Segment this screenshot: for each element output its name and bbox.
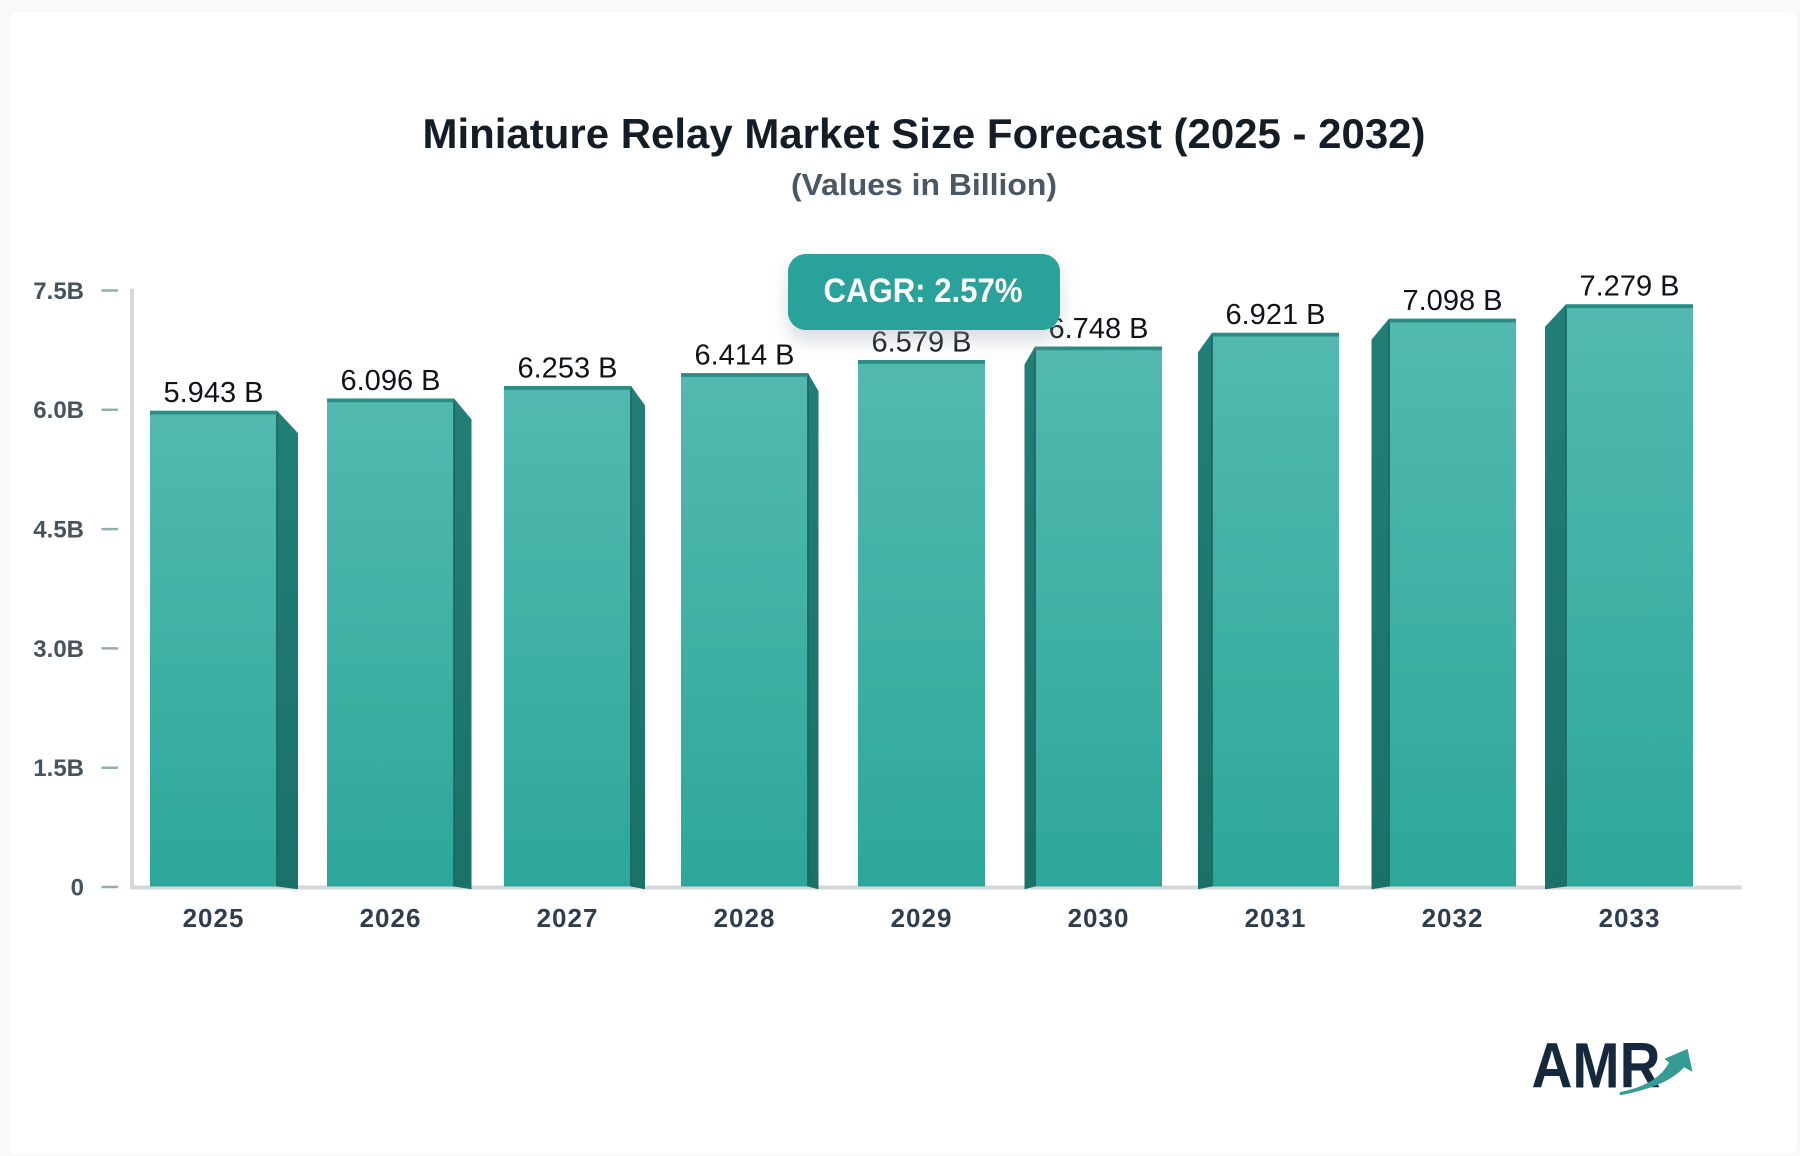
svg-text:2030: 2030 [1068, 903, 1130, 933]
svg-text:7.098 B: 7.098 B [1403, 285, 1503, 317]
svg-text:7.5B: 7.5B [33, 278, 84, 305]
svg-text:4.5B: 4.5B [33, 517, 84, 544]
svg-text:2028: 2028 [714, 903, 776, 933]
svg-text:2027: 2027 [537, 903, 599, 933]
svg-text:0: 0 [71, 874, 84, 901]
svg-text:2029: 2029 [891, 903, 953, 933]
svg-text:6.414 B: 6.414 B [695, 340, 795, 372]
svg-text:6.921 B: 6.921 B [1226, 299, 1326, 331]
svg-text:AMR: AMR [1532, 1030, 1661, 1102]
svg-text:6.0B: 6.0B [33, 397, 84, 424]
svg-text:(Values in Billion): (Values in Billion) [791, 167, 1057, 202]
svg-text:2032: 2032 [1422, 903, 1484, 933]
svg-text:2033: 2033 [1599, 903, 1661, 933]
svg-text:CAGR: 2.57%: CAGR: 2.57% [824, 272, 1023, 310]
svg-text:2025: 2025 [183, 903, 245, 933]
svg-text:Miniature Relay Market Size Fo: Miniature Relay Market Size Forecast (20… [423, 110, 1426, 157]
svg-text:5.943 B: 5.943 B [164, 377, 264, 409]
svg-text:2031: 2031 [1245, 903, 1307, 933]
svg-text:6.253 B: 6.253 B [518, 352, 618, 384]
svg-text:6.096 B: 6.096 B [341, 365, 441, 397]
svg-text:3.0B: 3.0B [33, 636, 84, 663]
svg-text:6.748 B: 6.748 B [1049, 313, 1149, 345]
svg-text:1.5B: 1.5B [33, 755, 84, 782]
svg-text:2026: 2026 [360, 903, 422, 933]
svg-text:6.579 B: 6.579 B [872, 327, 972, 359]
svg-text:7.279 B: 7.279 B [1580, 271, 1680, 303]
